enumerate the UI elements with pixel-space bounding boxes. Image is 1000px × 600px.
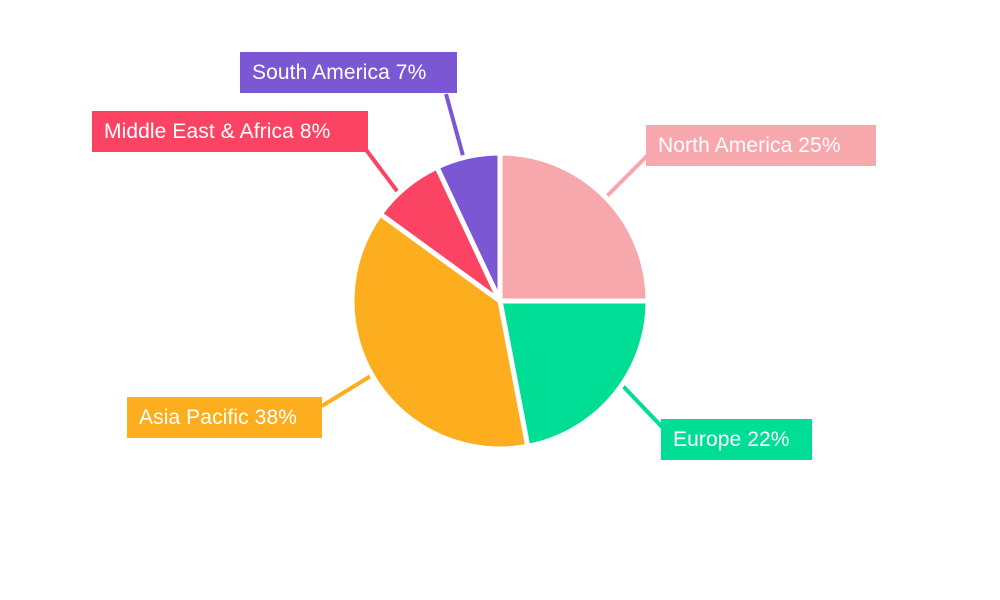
pie-slice-south-america[interactable] [434,150,503,304]
pie-label-middle-east-africa[interactable]: Middle East & Africa 8% [92,111,368,152]
pie-label-north-america[interactable]: North America 25% [646,125,876,166]
leader-line [605,153,650,198]
pie-label-south-america[interactable]: South America 7% [240,52,457,93]
pie-slice-europe[interactable] [497,298,651,449]
pie-slices-group [349,150,651,452]
leader-line [444,93,467,164]
leader-line [320,372,376,408]
pie-label-europe[interactable]: Europe 22% [661,419,812,460]
pie-slice-north-america[interactable] [497,150,651,304]
pie-slice-asia-pacific[interactable] [349,211,531,452]
pie-label-asia-pacific[interactable]: Asia Pacific 38% [127,397,322,438]
leader-line [619,382,665,430]
